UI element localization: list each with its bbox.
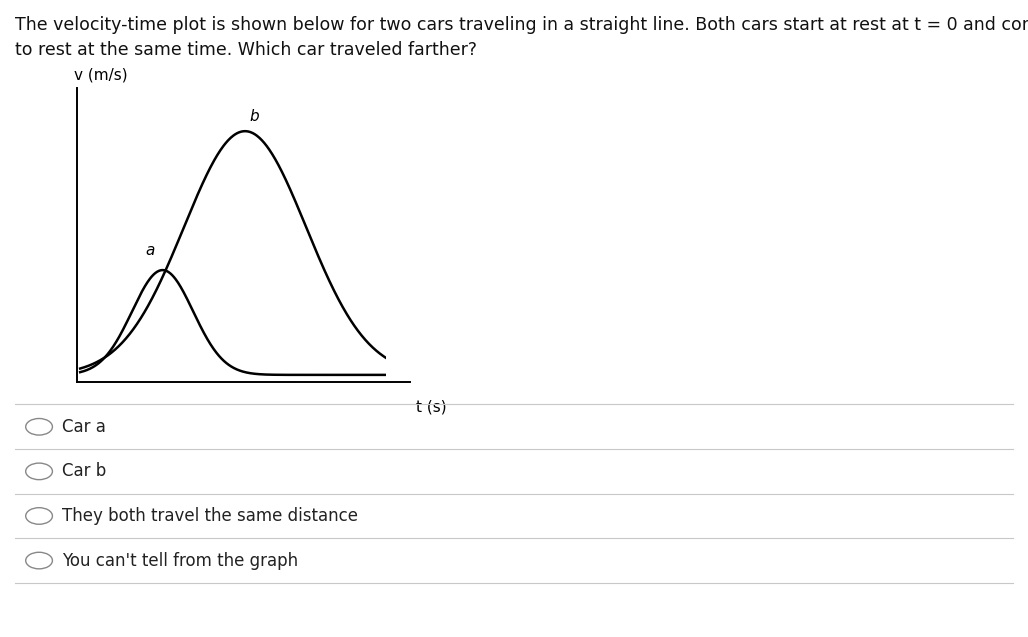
Text: You can't tell from the graph: You can't tell from the graph — [62, 552, 298, 569]
Text: t (s): t (s) — [416, 399, 447, 414]
Text: They both travel the same distance: They both travel the same distance — [62, 507, 358, 525]
Text: The velocity-time plot is shown below for two cars traveling in a straight line.: The velocity-time plot is shown below fo… — [15, 16, 1028, 34]
Text: Car a: Car a — [62, 418, 106, 436]
Text: a: a — [146, 243, 155, 259]
Text: Car b: Car b — [62, 462, 106, 480]
Text: to rest at the same time. Which car traveled farther?: to rest at the same time. Which car trav… — [15, 41, 477, 59]
Text: b: b — [250, 110, 259, 124]
Text: v (m/s): v (m/s) — [74, 68, 127, 82]
